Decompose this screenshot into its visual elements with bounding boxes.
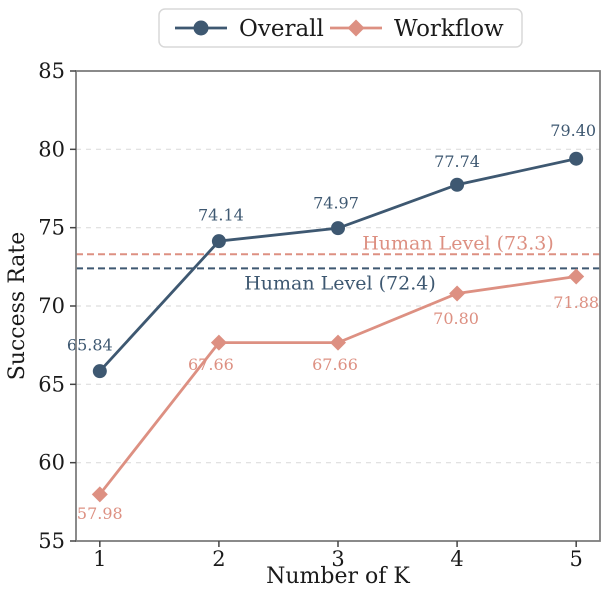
y-tick-label: 75 xyxy=(38,216,65,240)
data-point-marker xyxy=(211,234,226,249)
legend-label: Overall xyxy=(239,16,324,42)
data-point-marker xyxy=(569,151,584,166)
data-point-marker xyxy=(450,177,465,192)
y-tick-label: 60 xyxy=(38,451,65,475)
x-tick-label: 2 xyxy=(212,547,225,571)
y-tick-label: 85 xyxy=(38,59,65,83)
legend-circle-marker-icon xyxy=(193,20,209,36)
data-point-marker xyxy=(91,486,108,503)
series-workflow: 57.98 67.66 67.66 70.80 71.88 xyxy=(77,268,599,523)
y-tick-label: 80 xyxy=(38,137,65,161)
data-point-marker xyxy=(92,364,107,379)
y-tick-label: 70 xyxy=(38,294,65,318)
point-label: 65.84 xyxy=(67,336,113,355)
x-tick-label: 3 xyxy=(331,547,344,571)
series-overall: 65.84 74.14 74.97 77.74 79.40 xyxy=(67,121,596,379)
x-tick-label: 1 xyxy=(93,547,106,571)
point-label: 74.97 xyxy=(313,194,359,213)
legend-item-overall: Overall xyxy=(175,16,324,42)
legend-item-workflow: Workflow xyxy=(330,16,504,42)
x-tick-label: 4 xyxy=(450,547,463,571)
point-label: 74.14 xyxy=(198,206,244,225)
point-label: 67.66 xyxy=(188,355,234,374)
data-point-marker xyxy=(330,334,346,351)
data-point-marker xyxy=(449,285,466,302)
x-axis-label: Number of K xyxy=(266,564,410,589)
legend-diamond-marker-icon xyxy=(347,19,365,37)
point-label: 79.40 xyxy=(550,121,596,140)
y-tick-label: 55 xyxy=(38,529,65,553)
axis-ticks: 55 60 65 70 75 80 85 1 2 3 4 5 xyxy=(38,59,583,571)
series-line xyxy=(98,275,578,496)
point-label: 67.66 xyxy=(312,355,358,374)
y-axis-label: Success Rate xyxy=(5,232,30,381)
data-point-marker xyxy=(331,221,345,236)
point-label: 70.80 xyxy=(433,309,479,328)
point-label: 57.98 xyxy=(77,504,123,523)
legend: Overall Workflow xyxy=(158,8,523,48)
data-point-marker xyxy=(568,268,585,285)
point-label: 71.88 xyxy=(553,293,599,312)
point-label: 77.74 xyxy=(434,152,480,171)
x-tick-label: 5 xyxy=(569,547,582,571)
legend-label: Workflow xyxy=(394,16,504,42)
data-point-marker xyxy=(210,334,227,351)
reference-line-label: Human Level (72.4) xyxy=(244,272,436,294)
reference-line-label: Human Level (73.3) xyxy=(362,232,554,254)
y-tick-label: 65 xyxy=(38,372,65,396)
reference-lines: Human Level (73.3) Human Level (72.4) xyxy=(76,232,600,294)
